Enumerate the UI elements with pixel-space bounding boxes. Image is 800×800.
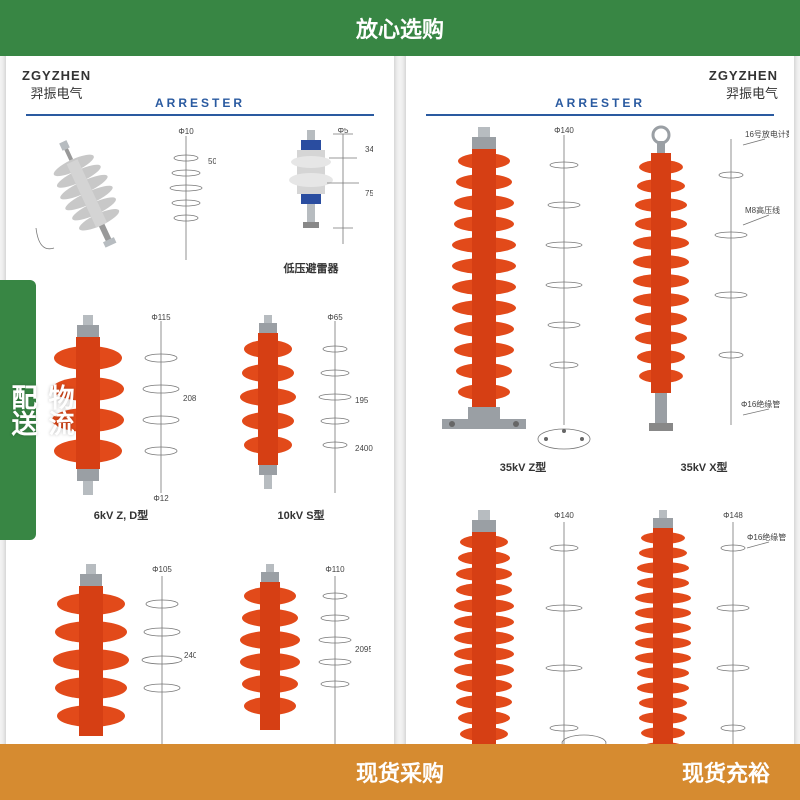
svg-text:Φ148: Φ148 bbox=[723, 511, 743, 520]
arrester-orange-icon bbox=[229, 313, 309, 503]
svg-text:50: 50 bbox=[208, 157, 216, 166]
cell-gray-tilt bbox=[34, 128, 164, 268]
cell-lv-arrester: Φ5 34 75 低压避雷器 bbox=[241, 128, 381, 276]
svg-text:Φ140: Φ140 bbox=[554, 126, 574, 135]
page-container: ZGYZHEN 羿振电气 ARRESTER bbox=[0, 0, 800, 800]
arrester-orange-tall-icon bbox=[619, 125, 705, 455]
svg-text:16号放电计数器: 16号放电计数器 bbox=[745, 129, 789, 139]
caption-35kv-z: 35kV Z型 bbox=[500, 459, 546, 475]
header-word-right: ARRESTER bbox=[555, 96, 645, 110]
arrester-orange-icon bbox=[231, 562, 311, 752]
banner-top-text: 放心选购 bbox=[356, 12, 444, 44]
brand-chinese: 羿振电气 bbox=[22, 83, 91, 102]
svg-text:34: 34 bbox=[365, 145, 373, 154]
header-word-left: ARRESTER bbox=[155, 96, 245, 110]
dim-sketch-icon: Φ110 2095 bbox=[311, 562, 371, 752]
arrester-gray-icon bbox=[34, 128, 164, 268]
dim-sketch-icon: Φ140 bbox=[534, 125, 612, 455]
caption-6kv: 6kV Z, D型 bbox=[94, 507, 148, 523]
svg-text:Φ5: Φ5 bbox=[338, 128, 349, 135]
brand-code: ZGYZHEN bbox=[709, 68, 778, 83]
caption-lv: 低压避雷器 bbox=[284, 260, 339, 276]
caption-10kv: 10kV S型 bbox=[277, 507, 324, 523]
banner-top: 放心选购 bbox=[0, 0, 800, 56]
svg-text:Φ65: Φ65 bbox=[327, 313, 343, 322]
cell-gray-dim: Φ10 50 bbox=[156, 128, 216, 268]
banner-bottom: 现货采购 现货充裕 bbox=[0, 744, 800, 800]
cell-rb-a: Φ140 bbox=[428, 508, 618, 758]
side-badge-text: 物流 配送 bbox=[5, 384, 79, 436]
dim-sketch-icon: Φ105 2400 bbox=[136, 562, 196, 752]
dim-sketch-icon: Φ115 208 Φ12 bbox=[133, 313, 199, 503]
dim-sketch-icon: 16号放电计数器 M8高压线 Φ16绝缘管 bbox=[705, 125, 789, 455]
svg-text:Φ16绝缘管: Φ16绝缘管 bbox=[747, 532, 786, 542]
svg-text:75: 75 bbox=[365, 189, 373, 198]
dim-sketch-icon: Φ148 Φ16绝缘管 bbox=[707, 508, 787, 758]
dim-sketch-icon: Φ65 195 2400 bbox=[309, 313, 373, 503]
arrester-orange-tall-icon bbox=[434, 125, 534, 455]
banner-bottom-right-text: 现货充裕 bbox=[682, 756, 770, 788]
divider-line bbox=[26, 114, 374, 116]
cell-35kv-z: Φ140 35kV Z型 bbox=[428, 125, 618, 475]
cell-lb-a: Φ105 2400 bbox=[36, 562, 206, 752]
caption-35kv-x: 35kV X型 bbox=[680, 459, 727, 475]
arrester-orange-icon bbox=[46, 562, 136, 752]
svg-text:Φ16绝缘管: Φ16绝缘管 bbox=[741, 399, 780, 409]
cell-rb-b: Φ148 Φ16绝缘管 bbox=[614, 508, 794, 758]
right-panel: ZGYZHEN 羿振电气 ARRESTER bbox=[406, 10, 794, 790]
svg-text:2400: 2400 bbox=[184, 651, 196, 660]
dim-sketch-icon: Φ10 50 bbox=[156, 128, 216, 268]
divider-line bbox=[426, 114, 774, 116]
brand-chinese: 羿振电气 bbox=[709, 83, 778, 102]
svg-text:208: 208 bbox=[183, 394, 197, 403]
svg-text:M8高压线: M8高压线 bbox=[745, 205, 780, 215]
cell-35kv-x: 16号放电计数器 M8高压线 Φ16绝缘管 35kV X型 bbox=[614, 125, 794, 475]
svg-text:2400: 2400 bbox=[355, 444, 373, 453]
svg-text:Φ140: Φ140 bbox=[554, 511, 574, 520]
svg-text:195: 195 bbox=[355, 396, 369, 405]
svg-text:2095: 2095 bbox=[355, 645, 371, 654]
brand-left: ZGYZHEN 羿振电气 bbox=[22, 68, 91, 102]
arrester-orange-tall-icon bbox=[434, 508, 534, 758]
svg-text:Φ105: Φ105 bbox=[152, 565, 172, 574]
cell-10kv-s: Φ65 195 2400 10kV S型 bbox=[216, 313, 386, 523]
svg-text:Φ12: Φ12 bbox=[153, 494, 169, 503]
svg-text:Φ110: Φ110 bbox=[325, 565, 345, 574]
banner-bottom-text: 现货采购 bbox=[356, 756, 444, 788]
arrester-orange-tall-icon bbox=[621, 508, 707, 758]
svg-text:Φ10: Φ10 bbox=[178, 128, 194, 136]
dim-sketch-icon: Φ140 bbox=[534, 508, 612, 758]
brand-code: ZGYZHEN bbox=[22, 68, 91, 83]
svg-text:Φ115: Φ115 bbox=[151, 313, 171, 322]
dim-sketch-icon: Φ5 34 75 bbox=[323, 128, 373, 256]
brand-right: ZGYZHEN 羿振电气 bbox=[709, 68, 778, 102]
cell-lb-b: Φ110 2095 bbox=[216, 562, 386, 752]
